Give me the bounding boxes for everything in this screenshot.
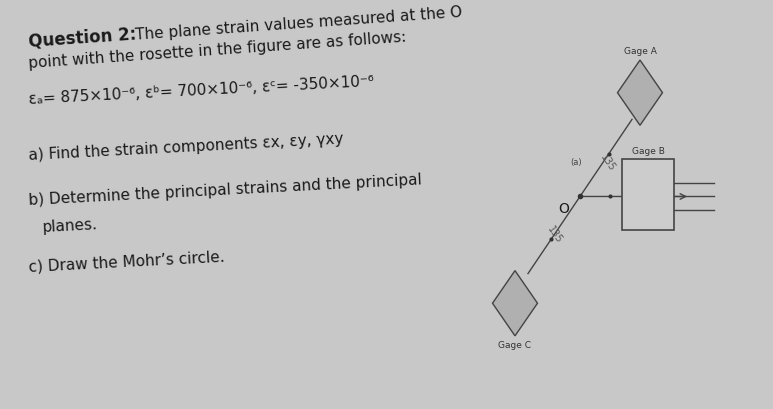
Text: Gage A: Gage A <box>624 47 656 56</box>
Bar <box>622 160 674 231</box>
Text: (a): (a) <box>570 157 581 166</box>
Text: c) Draw the Mohr’s circle.: c) Draw the Mohr’s circle. <box>28 249 225 274</box>
Polygon shape <box>492 271 537 336</box>
Text: Question 2:: Question 2: <box>28 25 137 50</box>
Text: The plane strain values measured at the O: The plane strain values measured at the … <box>130 5 463 43</box>
Text: b) Determine the principal strains and the principal: b) Determine the principal strains and t… <box>28 171 422 207</box>
Text: point with the rosette in the figure are as follows:: point with the rosette in the figure are… <box>28 29 407 71</box>
Text: 135: 135 <box>598 152 618 173</box>
Text: Gage C: Gage C <box>499 340 532 349</box>
Text: O: O <box>559 202 570 216</box>
Text: Gage B: Gage B <box>632 146 665 155</box>
Polygon shape <box>618 61 662 126</box>
Text: a) Find the strain components εx, εy, γxy: a) Find the strain components εx, εy, γx… <box>28 131 344 163</box>
Text: planes.: planes. <box>42 217 98 235</box>
Text: εₐ= 875×10⁻⁶, εᵇ= 700×10⁻⁶, εᶜ= -350×10⁻⁶: εₐ= 875×10⁻⁶, εᵇ= 700×10⁻⁶, εᶜ= -350×10⁻… <box>28 74 374 106</box>
Text: 135: 135 <box>546 224 564 245</box>
